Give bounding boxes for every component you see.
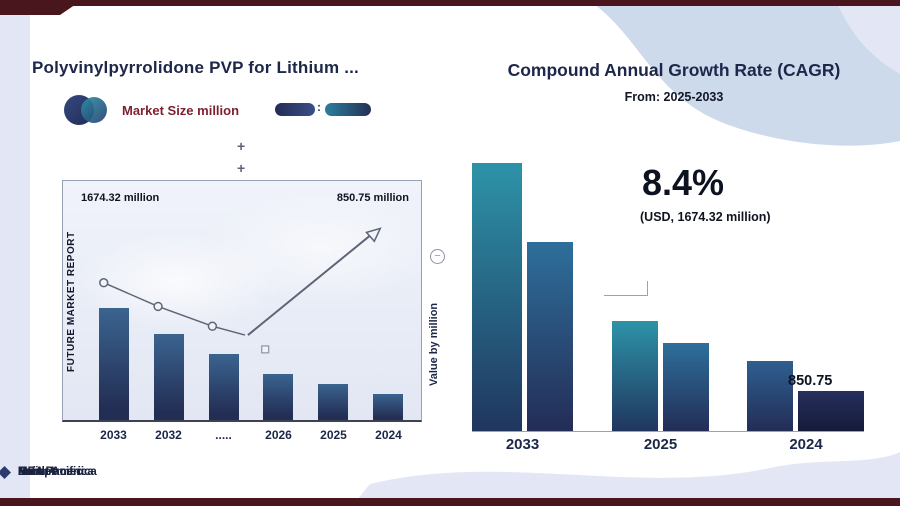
right-bar-2024-series-a	[747, 361, 793, 431]
legend-item-north-america: North America	[0, 465, 97, 479]
minus-circle-icon: −	[430, 249, 445, 264]
left-bar-2033	[99, 308, 130, 420]
left-chart-min-value: 850.75 million	[336, 192, 409, 204]
left-bar-column	[360, 394, 415, 420]
left-bar-column	[306, 384, 361, 420]
square-marker-icon	[261, 345, 270, 354]
left-x-label: 2032	[155, 428, 182, 442]
left-x-label: .....	[215, 428, 232, 442]
left-x-labels: 2033 2032..... 2026 2025 2024	[62, 428, 422, 442]
cagr-value: 8.4%	[642, 162, 725, 203]
legend-item-asia-pacific: Asia Pacific	[0, 465, 83, 479]
right-chart-subtitle: From: 2025-2033	[624, 90, 724, 104]
left-x-label: 2024	[375, 428, 402, 442]
legend-item-label: Europe	[18, 466, 58, 478]
left-bar-column	[87, 308, 142, 420]
top-right-lavender-corner	[836, 0, 900, 74]
left-bar-2032	[154, 334, 184, 420]
top-accent-strip	[0, 0, 900, 6]
legend-item-label: Latin America	[18, 466, 94, 478]
bottom-right-lavender-wave	[352, 452, 900, 506]
left-chart-bars	[87, 290, 415, 420]
left-chart-title: Polyvinylpyrrolidone PVP for Lithium ...	[32, 58, 359, 77]
cagr-detail: (USD, 1674.32 million)	[640, 210, 771, 224]
bottom-accent-strip	[0, 498, 900, 506]
right-x-label: 2033	[505, 436, 540, 453]
right-x-label: 2025	[643, 436, 678, 453]
plus-icon: +	[237, 138, 246, 154]
legend-item-label: North America	[18, 466, 97, 478]
legend-pill-teal-icon	[325, 103, 371, 116]
market-size-icon	[64, 94, 112, 126]
left-bar-2024	[372, 394, 403, 420]
right-x-labels: 2033 2025 2024	[472, 436, 864, 453]
right-y-axis-label: Value by million	[428, 302, 440, 386]
market-size-legend: Market Size million	[64, 94, 239, 126]
market-size-legend-label: Market Size million	[122, 102, 240, 118]
right-x-label: 2024	[789, 436, 823, 453]
right-bar-2024-series-b	[798, 391, 864, 431]
right-bar-2025-series-a	[611, 321, 658, 431]
left-bar-.....	[208, 354, 239, 420]
right-chart-bars	[472, 150, 864, 432]
trend-marker-icon	[99, 278, 109, 288]
left-x-label: 2026	[265, 428, 292, 442]
legend-item-mea: MEA	[0, 465, 44, 479]
left-bar-column	[251, 374, 306, 420]
left-bar-2025	[318, 384, 349, 420]
right-bar-group-2025	[611, 321, 709, 431]
pill-separator: :	[317, 100, 321, 114]
venn-circle-teal-icon	[81, 97, 107, 123]
trend-line-with-arrow	[99, 227, 382, 354]
right-bar-2033-series-a	[472, 163, 522, 431]
left-x-label: 2033	[100, 428, 127, 442]
legend-item-latin-america: Latin America	[0, 465, 94, 479]
left-bar-2026	[263, 374, 294, 420]
top-right-blue-curve	[588, 0, 900, 146]
trend-line	[103, 282, 246, 336]
legend-pill-navy-icon	[275, 103, 315, 116]
right-bar-group-2033	[472, 163, 573, 431]
left-lavender-strip	[0, 0, 30, 506]
plus-icon: +	[237, 160, 246, 176]
legend-item-label: Asia Pacific	[18, 466, 83, 478]
left-x-label: 2025	[320, 428, 347, 442]
left-bar-column	[196, 354, 251, 420]
right-chart-title: Compound Annual Growth Rate (CAGR)	[507, 60, 841, 80]
trend-marker-icon	[207, 321, 218, 331]
right-bar-group-2024	[747, 361, 864, 431]
right-bar-2033-series-b	[527, 242, 573, 431]
step-line-decor	[604, 281, 648, 296]
left-bar-column	[142, 334, 197, 420]
trend-marker-icon	[153, 301, 163, 312]
legend-item-europe: Europe	[0, 465, 58, 479]
left-chart-area: 1674.32 million 850.75 million FUTURE MA…	[62, 180, 422, 422]
right-bar-2025-series-b	[662, 343, 709, 431]
value-label-2024: 850.75	[788, 373, 833, 389]
growth-arrow-icon	[365, 227, 382, 243]
growth-arrow-shaft	[247, 234, 372, 336]
legend-item-label: MEA	[18, 466, 44, 478]
left-chart-max-value: 1674.32 million	[81, 192, 160, 204]
legend-diamond-icon	[0, 465, 11, 479]
